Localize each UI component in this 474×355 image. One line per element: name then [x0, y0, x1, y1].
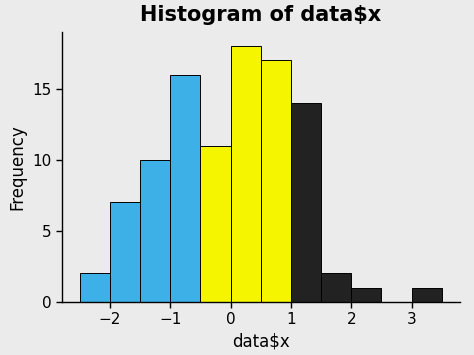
Bar	[140, 160, 170, 302]
Bar	[261, 60, 291, 302]
Bar	[110, 202, 140, 302]
Bar	[351, 288, 382, 302]
Bar	[291, 103, 321, 302]
Bar	[170, 75, 201, 302]
Bar	[230, 46, 261, 302]
Bar	[80, 273, 110, 302]
Bar	[411, 288, 442, 302]
Y-axis label: Frequency: Frequency	[9, 124, 27, 210]
X-axis label: data$x: data$x	[232, 333, 290, 351]
Bar	[321, 273, 351, 302]
Title: Histogram of data$x: Histogram of data$x	[140, 5, 381, 25]
Bar	[201, 146, 230, 302]
